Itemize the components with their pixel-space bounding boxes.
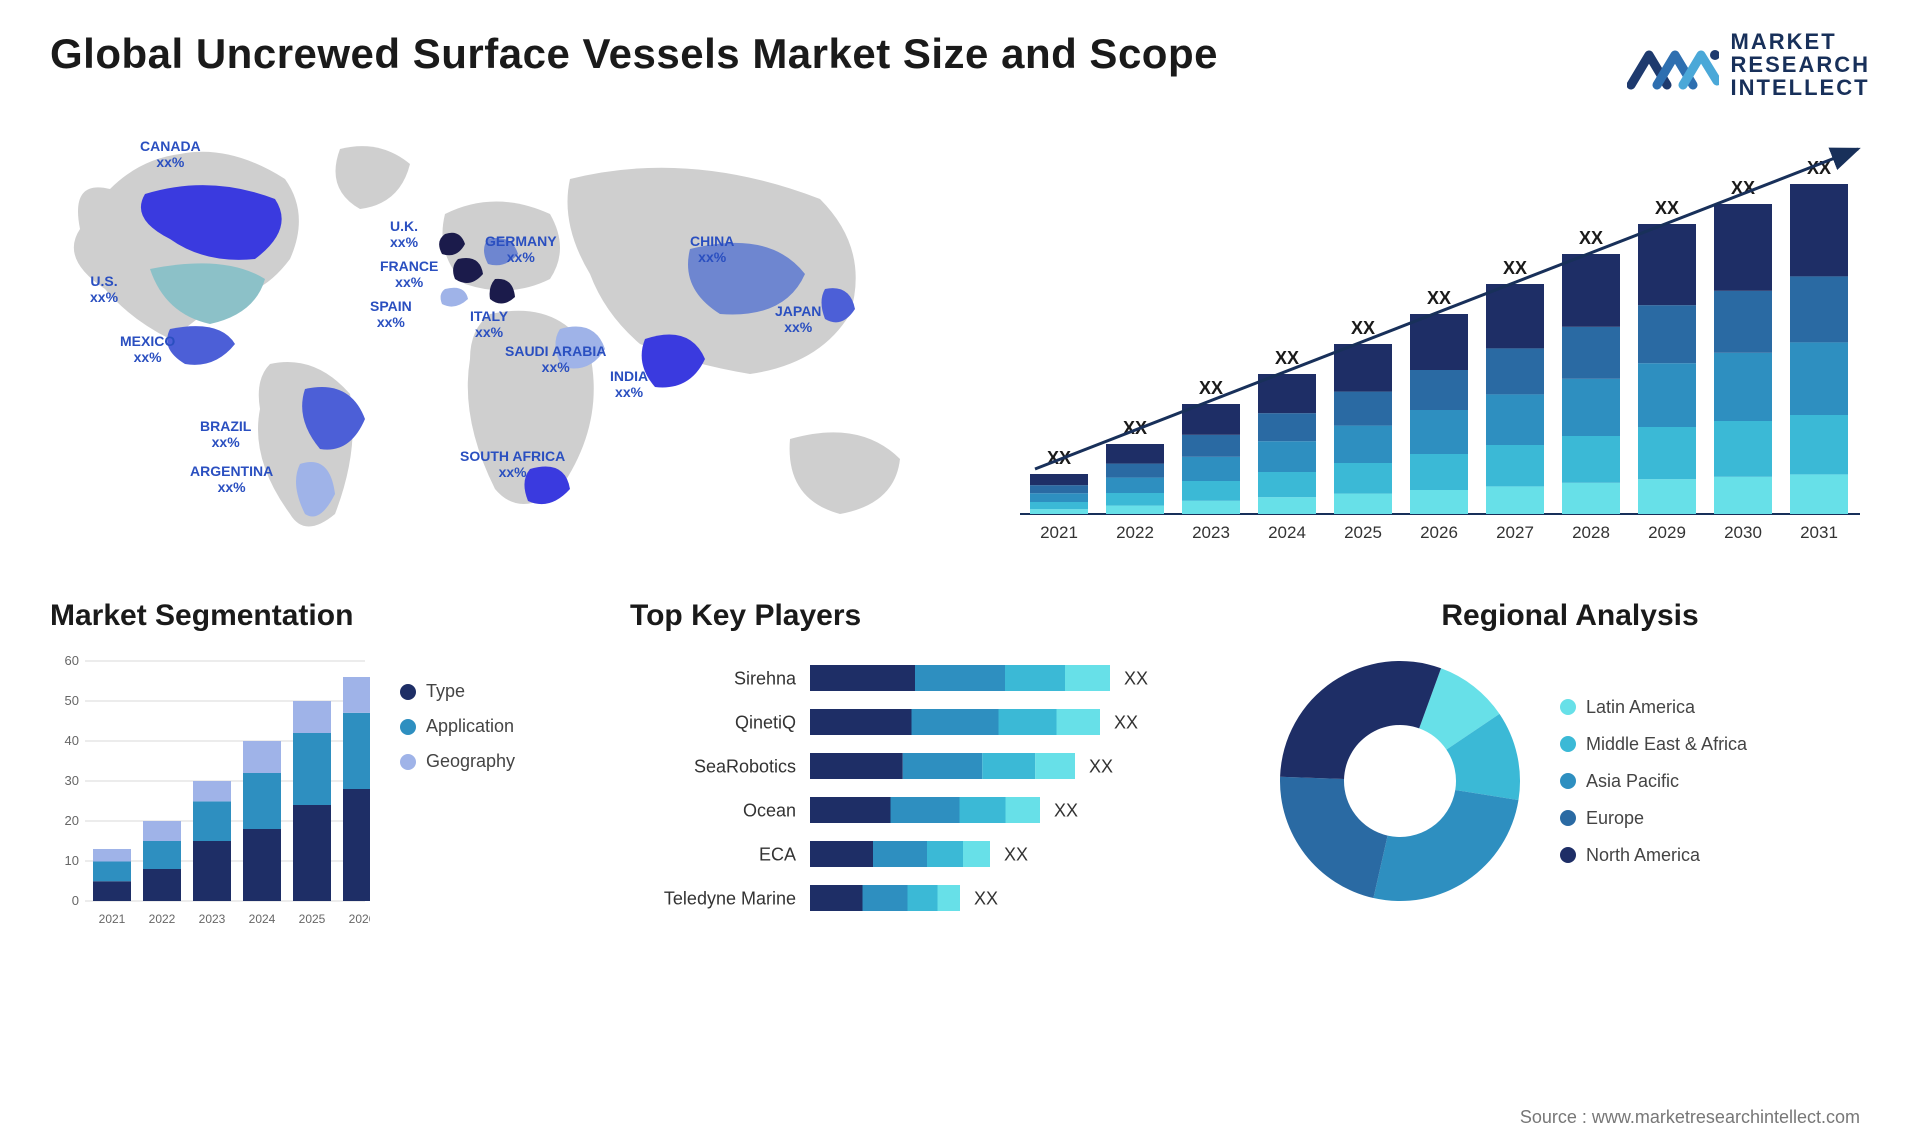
segmentation-chart: 0 10 20 30 40 50 60 2021 2022 2023 2024 2025 2026: [50, 651, 370, 931]
svg-text:XX: XX: [1124, 669, 1148, 689]
world-map: CANADAxx% U.S.xx% MEXICOxx% BRAZILxx% ARGENT…: [50, 119, 950, 549]
key-players-title: Top Key Players: [630, 599, 1230, 633]
svg-text:XX: XX: [1351, 318, 1375, 338]
svg-text:20: 20: [65, 813, 79, 828]
key-players-chart: Sirehna XX QinetiQ XX SeaRobotics XX Ocean XX EC…: [630, 651, 1230, 951]
svg-text:ECA: ECA: [759, 845, 796, 865]
svg-text:30: 30: [65, 773, 79, 788]
brand-logo: MARKET RESEARCH INTELLECT: [1627, 30, 1870, 99]
regional-donut-chart: [1270, 651, 1530, 911]
svg-text:XX: XX: [1114, 713, 1138, 733]
legend-item: Latin America: [1560, 697, 1747, 718]
svg-text:XX: XX: [974, 889, 998, 909]
svg-text:XX: XX: [1199, 378, 1223, 398]
svg-text:50: 50: [65, 693, 79, 708]
svg-text:2022: 2022: [1116, 523, 1154, 542]
map-label: SAUDI ARABIAxx%: [505, 344, 606, 375]
svg-text:Sirehna: Sirehna: [734, 669, 797, 689]
source-attribution: Source : www.marketresearchintellect.com: [1520, 1107, 1860, 1128]
svg-text:XX: XX: [1579, 228, 1603, 248]
legend-item: Europe: [1560, 808, 1747, 829]
svg-text:2024: 2024: [1268, 523, 1306, 542]
map-label: U.S.xx%: [90, 274, 118, 305]
regional-legend: Latin America Middle East & Africa Asia Pa…: [1560, 697, 1747, 866]
svg-text:2025: 2025: [1344, 523, 1382, 542]
svg-text:2023: 2023: [1192, 523, 1230, 542]
svg-text:2026: 2026: [1420, 523, 1458, 542]
growth-bar-chart: XX 2021 XX 2022 XX 2023 XX 2024 XX 2025 XX 2026 XX 20…: [990, 119, 1870, 549]
map-label: U.K.xx%: [390, 219, 418, 250]
map-label: CANADAxx%: [140, 139, 201, 170]
svg-text:40: 40: [65, 733, 79, 748]
page-title: Global Uncrewed Surface Vessels Market S…: [50, 30, 1218, 78]
svg-text:10: 10: [65, 853, 79, 868]
map-label: MEXICOxx%: [120, 334, 175, 365]
svg-text:60: 60: [65, 653, 79, 668]
map-label: INDIAxx%: [610, 369, 648, 400]
svg-text:2022: 2022: [149, 912, 176, 926]
svg-text:2031: 2031: [1800, 523, 1838, 542]
logo-mark-icon: [1627, 37, 1719, 93]
logo-text: MARKET RESEARCH INTELLECT: [1731, 30, 1870, 99]
svg-text:2028: 2028: [1572, 523, 1610, 542]
svg-text:XX: XX: [1503, 258, 1527, 278]
svg-text:2026: 2026: [349, 912, 370, 926]
segmentation-title: Market Segmentation: [50, 599, 590, 633]
map-label: ARGENTINAxx%: [190, 464, 273, 495]
map-label: FRANCExx%: [380, 259, 438, 290]
svg-text:XX: XX: [1054, 801, 1078, 821]
svg-text:XX: XX: [1275, 348, 1299, 368]
svg-text:XX: XX: [1655, 198, 1679, 218]
svg-text:2024: 2024: [249, 912, 276, 926]
svg-text:2029: 2029: [1648, 523, 1686, 542]
legend-item: Type: [400, 681, 515, 702]
map-label: CHINAxx%: [690, 234, 734, 265]
map-label: SPAINxx%: [370, 299, 412, 330]
legend-item: Geography: [400, 751, 515, 772]
map-label: JAPANxx%: [775, 304, 821, 335]
svg-text:XX: XX: [1089, 757, 1113, 777]
svg-text:2030: 2030: [1724, 523, 1762, 542]
legend-item: North America: [1560, 845, 1747, 866]
svg-text:2025: 2025: [299, 912, 326, 926]
svg-text:XX: XX: [1427, 288, 1451, 308]
svg-text:2027: 2027: [1496, 523, 1534, 542]
svg-text:Teledyne Marine: Teledyne Marine: [664, 889, 796, 909]
svg-text:XX: XX: [1004, 845, 1028, 865]
svg-text:2021: 2021: [1040, 523, 1078, 542]
svg-text:QinetiQ: QinetiQ: [735, 713, 796, 733]
svg-text:Ocean: Ocean: [743, 801, 796, 821]
svg-text:0: 0: [72, 893, 79, 908]
segmentation-legend: Type Application Geography: [400, 651, 515, 931]
regional-title: Regional Analysis: [1270, 599, 1870, 633]
legend-item: Asia Pacific: [1560, 771, 1747, 792]
svg-text:2023: 2023: [199, 912, 226, 926]
legend-item: Middle East & Africa: [1560, 734, 1747, 755]
map-label: BRAZILxx%: [200, 419, 251, 450]
svg-text:SeaRobotics: SeaRobotics: [694, 757, 796, 777]
map-label: SOUTH AFRICAxx%: [460, 449, 565, 480]
svg-text:2021: 2021: [99, 912, 126, 926]
legend-item: Application: [400, 716, 515, 737]
map-label: ITALYxx%: [470, 309, 508, 340]
map-label: GERMANYxx%: [485, 234, 557, 265]
